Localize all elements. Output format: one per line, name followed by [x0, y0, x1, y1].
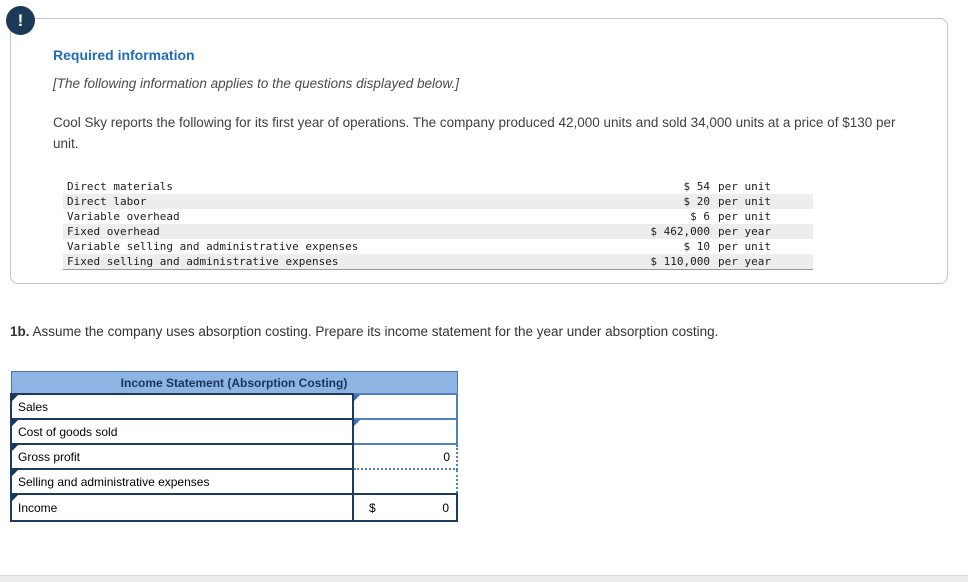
cost-unit: per year — [714, 253, 813, 270]
row-label-text: Sales — [18, 399, 49, 414]
cost-label: Fixed selling and administrative expense… — [63, 253, 621, 270]
table-row: Sales — [10, 393, 459, 420]
scenario-paragraph: Cool Sky reports the following for its f… — [53, 115, 896, 151]
row-label-text: Cost of goods sold — [18, 424, 118, 439]
statement-row-label-sales: Sales — [10, 393, 354, 420]
required-information-panel: Required information [The following info… — [10, 18, 948, 284]
statement-row-label-income: Income — [10, 493, 354, 522]
table-row: Direct labor $ 20 per unit — [63, 193, 813, 209]
table-row: Cost of goods sold — [10, 418, 459, 445]
cost-unit: per unit — [718, 179, 771, 193]
cost-unit: per unit — [718, 209, 771, 223]
table-row: Selling and administrative expenses — [10, 468, 459, 495]
cell-marker-icon — [12, 470, 18, 476]
sales-input-cell[interactable] — [351, 393, 459, 420]
cost-amount: $ 20 — [683, 194, 711, 208]
cost-label: Direct materials — [67, 179, 173, 193]
cost-unit: per year — [718, 224, 771, 238]
row-label-text: Gross profit — [18, 449, 81, 464]
table-header-row: Income Statement (Absorption Costing) — [10, 371, 458, 395]
cell-marker-icon — [12, 495, 18, 501]
table-row: Direct materials $ 54 per unit — [63, 179, 813, 194]
cost-unit: per unit — [718, 239, 771, 253]
statement-row-label-selling-admin: Selling and administrative expenses — [10, 468, 354, 495]
cost-label: Fixed overhead — [67, 224, 160, 238]
table-row: Variable selling and administrative expe… — [63, 239, 813, 254]
selling-admin-expenses-value-cell — [351, 468, 459, 495]
cost-unit: per unit — [718, 194, 771, 208]
cost-amount: $ 6 — [690, 209, 710, 223]
question-number: 1b. — [10, 324, 30, 339]
income-statement-table: Income Statement (Absorption Costing) Sa… — [10, 371, 459, 522]
row-label-text: Income — [18, 500, 58, 515]
cell-marker-icon — [12, 420, 18, 426]
cost-amount: $ 10 — [683, 239, 711, 253]
row-label-text: Selling and administrative expenses — [18, 474, 210, 489]
cost-label: Variable selling and administrative expe… — [67, 239, 359, 253]
cell-value: 0 — [443, 449, 451, 464]
cost-data-table: Direct materials $ 54 per unit Direct la… — [63, 179, 813, 270]
cell-marker-icon — [12, 395, 18, 401]
required-information-heading: Required information — [53, 47, 195, 63]
cell-marker-icon — [354, 420, 360, 426]
table-row: Fixed selling and administrative expense… — [63, 253, 813, 270]
cell-marker-icon — [12, 445, 18, 451]
statement-row-label-gross-profit: Gross profit — [10, 443, 354, 470]
table-row: Gross profit 0 — [10, 443, 459, 470]
instruction-text: [The following information applies to th… — [53, 76, 459, 91]
table-row: Income $ 0 — [10, 493, 459, 522]
question-1b: 1b. Assume the company uses absorption c… — [10, 324, 718, 339]
income-statement-title: Income Statement (Absorption Costing) — [10, 371, 458, 395]
currency-symbol: $ — [369, 500, 376, 515]
cell-marker-icon — [354, 395, 360, 401]
income-total-cell: $ 0 — [351, 493, 459, 522]
cost-of-goods-sold-input-cell[interactable] — [351, 418, 459, 445]
cost-amount: $ 462,000 — [650, 224, 710, 238]
cell-value: 0 — [442, 500, 450, 515]
cost-amount: $ 54 — [683, 179, 711, 193]
gross-profit-value-cell: 0 — [351, 443, 459, 470]
table-row: Variable overhead $ 6 per unit — [63, 209, 813, 224]
question-text: Assume the company uses absorption costi… — [32, 324, 719, 339]
cost-label: Direct labor — [67, 194, 147, 208]
page-bottom-divider — [0, 575, 968, 582]
statement-row-label-cogs: Cost of goods sold — [10, 418, 354, 445]
cost-amount: $ 110,000 — [621, 253, 714, 270]
alert-icon: ! — [6, 6, 35, 35]
cost-label: Variable overhead — [67, 209, 180, 223]
table-row: Fixed overhead $ 462,000 per year — [63, 223, 813, 239]
